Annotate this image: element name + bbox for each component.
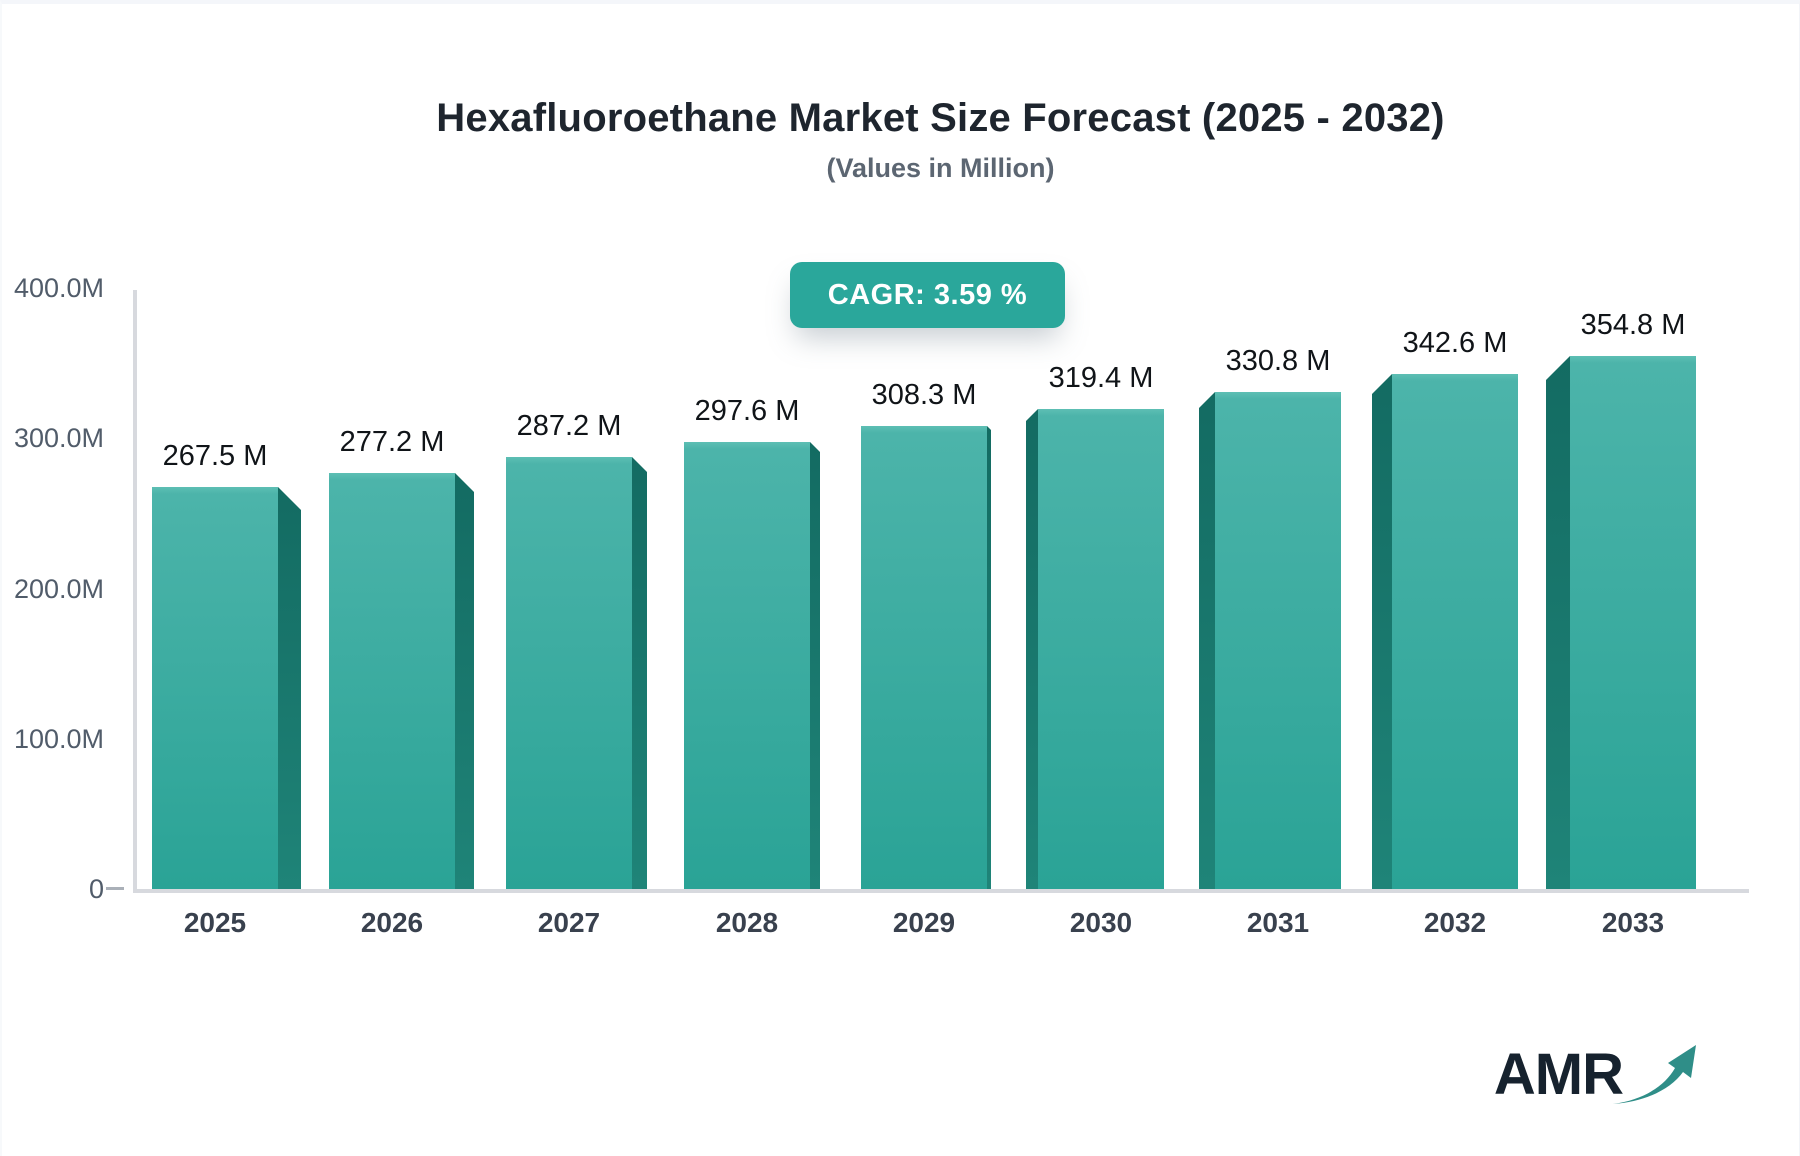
y-axis-label: 300.0M [13, 423, 104, 454]
bar-side-face [987, 426, 991, 889]
x-axis-label-2026: 2026 [360, 907, 424, 938]
bar-value-label: 297.6 M [694, 395, 800, 427]
bar-value-label: 277.2 M [339, 426, 445, 458]
bar-side-face [278, 487, 301, 889]
bar-group-2027 [506, 457, 647, 889]
bar-group-2028 [684, 442, 820, 889]
bar-group-2029 [861, 426, 991, 889]
bar-front-face [684, 442, 810, 889]
y-axis-line [133, 290, 137, 893]
bar-value-label: 354.8 M [1580, 309, 1686, 341]
bar-group-2026 [329, 473, 474, 889]
chart-subtitle: (Values in Million) [826, 153, 1055, 183]
bar-group-2032 [1372, 374, 1518, 889]
bar-side-face [1199, 392, 1215, 889]
amr-logo-text: AMR [1493, 1042, 1624, 1107]
x-axis-label-2027: 2027 [537, 907, 601, 938]
x-axis-line [133, 889, 1749, 893]
bar-side-face [810, 442, 820, 889]
bar-front-face [861, 426, 987, 889]
bar-group-2025 [152, 487, 301, 889]
bar-value-label: 267.5 M [162, 440, 268, 472]
bar-value-label: 342.6 M [1402, 327, 1508, 359]
x-axis-label-2025: 2025 [183, 907, 247, 938]
y-axis-label: 0 [88, 874, 104, 904]
bar-front-face [1038, 409, 1164, 889]
bar-side-face [1546, 356, 1570, 889]
y-axis-tick [106, 887, 124, 890]
chart-header: Hexafluoroethane Market Size Forecast (2… [82, 96, 1799, 184]
plot-area: 400.0M 300.0M 200.0M 100.0M 0 267.5 M 2025 277.… [2, 4, 1799, 1156]
x-axis-label-2032: 2032 [1423, 907, 1487, 938]
bar-value-label: 330.8 M [1225, 345, 1331, 377]
amr-logo: AMR [1493, 1042, 1699, 1108]
bar-front-face [1215, 392, 1341, 889]
bar-front-face [329, 473, 455, 889]
chart-title: Hexafluoroethane Market Size Forecast (2… [436, 96, 1445, 140]
x-axis-label-2033: 2033 [1601, 907, 1665, 938]
bar-front-face [506, 457, 632, 889]
cagr-badge-label: CAGR: 3.59 % [827, 278, 1028, 311]
trend-up-arrow-icon [1613, 1045, 1696, 1104]
x-axis-label-2029: 2029 [892, 907, 956, 938]
bar-front-face [1392, 374, 1518, 889]
x-axis-label-2030: 2030 [1069, 907, 1133, 938]
bar-front-face [152, 487, 278, 889]
bar-value-label: 308.3 M [871, 379, 977, 411]
bar-front-face [1570, 356, 1696, 889]
bar-side-face [632, 457, 647, 889]
cagr-badge: CAGR: 3.59 % [790, 262, 1065, 328]
bar-group-2033 [1546, 356, 1696, 889]
y-axis-label: 100.0M [13, 723, 104, 754]
bar-side-face [455, 473, 474, 889]
x-axis-label-2028: 2028 [715, 907, 779, 938]
bar-side-face [1372, 374, 1392, 889]
y-axis-label: 400.0M [13, 273, 104, 303]
x-axis-label-2031: 2031 [1246, 907, 1310, 938]
bar-value-label: 319.4 M [1048, 362, 1154, 394]
bar-group-2030 [1026, 409, 1164, 889]
bar-group-2031 [1199, 392, 1341, 889]
bar-value-label: 287.2 M [516, 410, 622, 442]
bar-side-face [1026, 409, 1038, 889]
y-axis-label: 200.0M [13, 573, 104, 604]
